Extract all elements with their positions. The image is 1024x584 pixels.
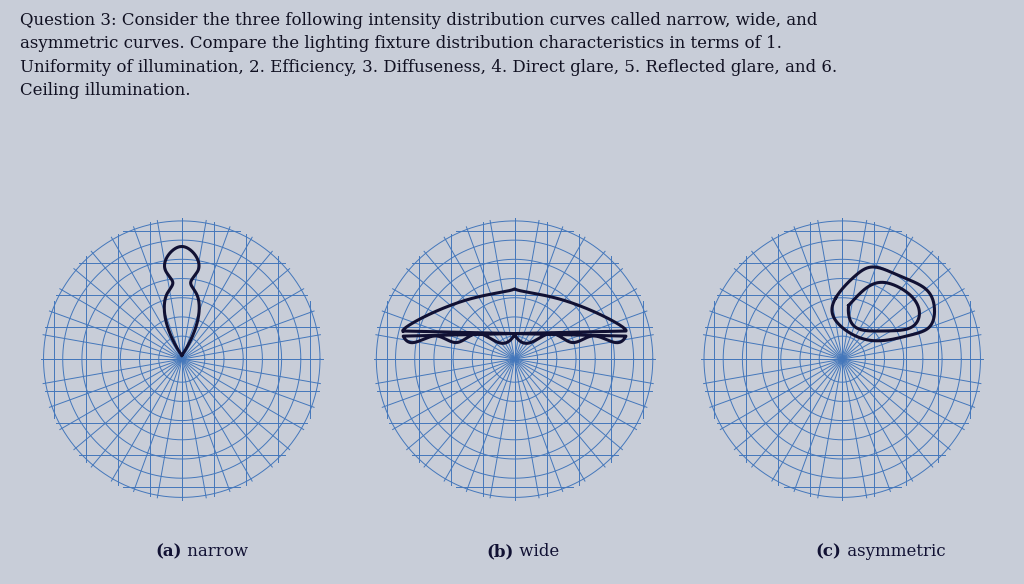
Text: narrow: narrow (182, 543, 249, 561)
Text: (a): (a) (156, 543, 182, 561)
Text: (c): (c) (816, 543, 842, 561)
Text: wide: wide (514, 543, 559, 561)
Text: Question 3: Consider the three following intensity distribution curves called na: Question 3: Consider the three following… (20, 12, 838, 99)
Text: asymmetric: asymmetric (842, 543, 945, 561)
Text: (b): (b) (486, 543, 514, 561)
